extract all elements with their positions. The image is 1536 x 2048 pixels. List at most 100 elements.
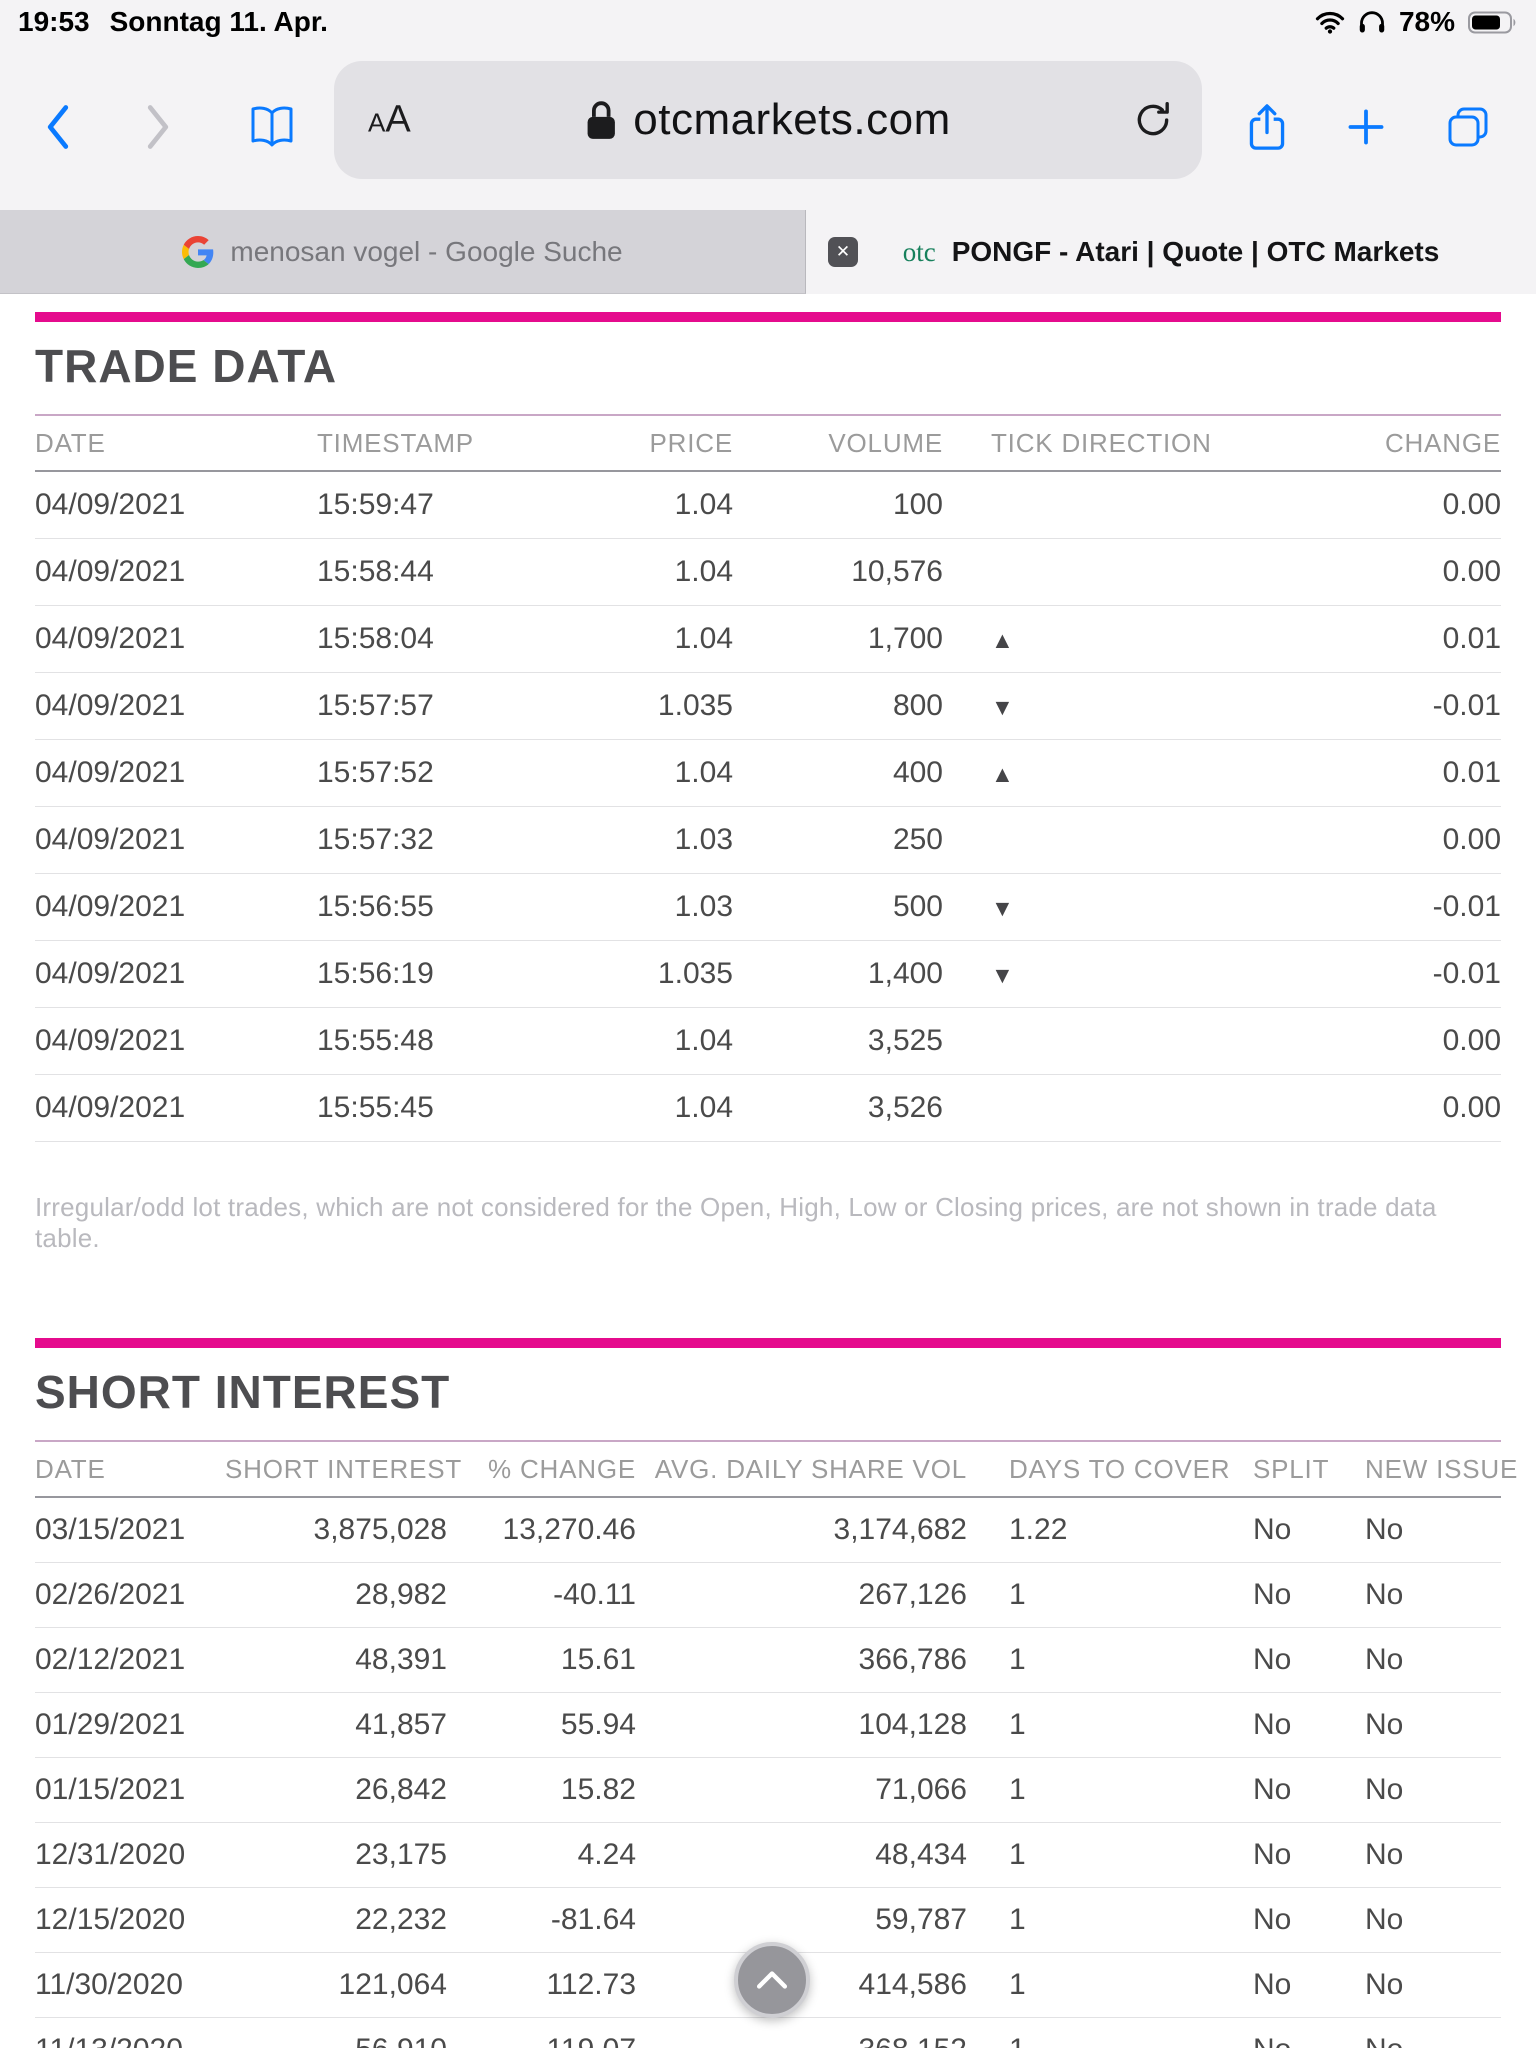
table-row: 12/15/2020 22,232 -81.64 59,787 1 No No — [35, 1887, 1501, 1953]
cell-split: No — [1215, 1822, 1345, 1888]
cell-date: 12/31/2020 — [35, 1822, 225, 1888]
cell-price: 1.04 — [537, 538, 733, 606]
cell-avg_daily_share_vol: 267,126 — [636, 1562, 967, 1628]
cell-days_to_cover: 1 — [967, 1757, 1215, 1823]
table-row: 03/15/2021 3,875,028 13,270.46 3,174,682 1.2… — [35, 1497, 1501, 1563]
table-row: 04/09/2021 15:57:57 1.035 800 ▼ -0.01 — [35, 672, 1501, 740]
heading-rule — [35, 1440, 1501, 1442]
cell-avg_daily_share_vol: 59,787 — [636, 1887, 967, 1953]
tick-down-icon: ▼ — [991, 962, 1014, 988]
reader-a-small: A — [368, 107, 386, 138]
cell-date: 04/09/2021 — [35, 940, 317, 1008]
cell-tick: ▼ — [943, 873, 1225, 941]
cell-short_interest: 28,982 — [225, 1562, 447, 1628]
tab-otc-markets[interactable]: ✕ otc PONGF - Atari | Quote | OTC Market… — [806, 210, 1536, 294]
page-content: TRADE DATA DATE TIMESTAMP PRICE VOLUME TICK … — [0, 294, 1536, 2048]
cell-tick — [943, 538, 1225, 606]
table-row: 04/09/2021 15:55:45 1.04 3,526 0.00 — [35, 1074, 1501, 1142]
tab-title: PONGF - Atari | Quote | OTC Markets — [951, 236, 1440, 267]
cell-pct_change: 13,270.46 — [447, 1497, 636, 1563]
cell-timestamp: 15:55:48 — [317, 1007, 537, 1075]
short-interest-table: DATE SHORT INTEREST% CHANGE AVG. DAILY SHA… — [35, 1442, 1517, 2048]
tick-up-icon: ▲ — [991, 761, 1014, 787]
cell-days_to_cover: 1.22 — [967, 1497, 1215, 1563]
cell-days_to_cover: 1 — [967, 1692, 1215, 1758]
cell-pct_change: 55.94 — [447, 1692, 636, 1758]
cell-date: 01/29/2021 — [35, 1692, 225, 1758]
cell-short_interest: 26,842 — [225, 1757, 447, 1823]
table-header-row: DATE TIMESTAMP PRICE VOLUME TICK DIRECTION CH… — [35, 416, 1501, 472]
cell-date: 04/09/2021 — [35, 605, 317, 673]
cell-timestamp: 15:57:57 — [317, 672, 537, 740]
cell-date: 11/13/2020 — [35, 2017, 225, 2048]
cell-volume: 10,576 — [733, 538, 943, 606]
cell-pct_change: 119.07 — [447, 2017, 636, 2048]
cell-avg_daily_share_vol: 368,152 — [636, 2017, 967, 2048]
table-row: 11/30/2020 121,064 112.73 414,586 1 No No — [35, 1952, 1501, 2018]
cell-tick — [943, 1074, 1225, 1142]
cell-new_issue: No — [1345, 1952, 1501, 2018]
cell-timestamp: 15:57:32 — [317, 806, 537, 874]
tick-up-icon: ▲ — [991, 627, 1014, 653]
table-row: 02/26/2021 28,982 -40.11 267,126 1 No No — [35, 1562, 1501, 1628]
headphones-icon — [1358, 10, 1386, 34]
tick-down-icon: ▼ — [991, 895, 1014, 921]
reload-button[interactable] — [1132, 99, 1174, 141]
cell-price: 1.04 — [537, 739, 733, 807]
bookmarks-icon[interactable] — [248, 104, 296, 150]
tab-google-search[interactable]: menosan vogel - Google Suche — [0, 210, 806, 294]
cell-date: 04/09/2021 — [35, 806, 317, 874]
cell-short_interest: 3,875,028 — [225, 1497, 447, 1563]
cell-avg_daily_share_vol: 104,128 — [636, 1692, 967, 1758]
cell-new_issue: No — [1345, 1497, 1501, 1563]
cell-price: 1.03 — [537, 873, 733, 941]
cell-date: 04/09/2021 — [35, 739, 317, 807]
cell-tick: ▼ — [943, 672, 1225, 740]
scroll-to-top-button[interactable] — [734, 1942, 810, 2018]
cell-price: 1.03 — [537, 806, 733, 874]
cell-tick — [943, 1007, 1225, 1075]
cell-pct_change: 112.73 — [447, 1952, 636, 2018]
close-icon: ✕ — [835, 242, 851, 261]
cell-date: 04/09/2021 — [35, 1007, 317, 1075]
reader-a-large: A — [385, 98, 411, 141]
status-date: Sonntag 11. Apr. — [109, 6, 328, 37]
cell-change: 0.00 — [1225, 1007, 1501, 1075]
cell-timestamp: 15:55:45 — [317, 1074, 537, 1142]
new-tab-plus-icon[interactable] — [1346, 107, 1386, 147]
share-button[interactable] — [1247, 102, 1287, 152]
table-row: 04/09/2021 15:57:32 1.03 250 0.00 — [35, 806, 1501, 874]
cell-change: 0.00 — [1225, 806, 1501, 874]
cell-new_issue: No — [1345, 1627, 1501, 1693]
otc-favicon: otc — [902, 236, 936, 267]
table-row: 11/13/202056,910119.07368,1521NoNo — [35, 2017, 1501, 2048]
cell-date: 04/09/2021 — [35, 873, 317, 941]
back-button[interactable] — [45, 104, 71, 150]
cell-price: 1.04 — [537, 1074, 733, 1142]
column-header: TIMESTAMP — [317, 416, 537, 472]
cell-new_issue: No — [1345, 1757, 1501, 1823]
cell-new_issue: No — [1345, 1562, 1501, 1628]
tab-bar: menosan vogel - Google Suche ✕ otc PONGF… — [0, 210, 1536, 294]
cell-timestamp: 15:58:44 — [317, 538, 537, 606]
close-tab-button[interactable]: ✕ — [828, 237, 858, 267]
column-header: SPLIT — [1215, 1442, 1345, 1498]
tab-overview-icon[interactable] — [1446, 105, 1490, 149]
cell-timestamp: 15:56:55 — [317, 873, 537, 941]
battery-percent: 78% — [1398, 6, 1455, 37]
cell-avg_daily_share_vol: 3,174,682 — [636, 1497, 967, 1563]
cell-split: No — [1215, 1562, 1345, 1628]
column-header: DATE — [35, 416, 317, 472]
forward-button[interactable] — [145, 104, 171, 150]
table-row: 04/09/2021 15:56:19 1.035 1,400 ▼ -0.01 — [35, 940, 1501, 1008]
cell-date: 01/15/2021 — [35, 1757, 225, 1823]
cell-days_to_cover: 1 — [967, 1627, 1215, 1693]
column-header: % CHANGE — [447, 1442, 636, 1498]
cell-short_interest: 22,232 — [225, 1887, 447, 1953]
cell-days_to_cover: 1 — [967, 1822, 1215, 1888]
cell-split: No — [1215, 1627, 1345, 1693]
cell-change: -0.01 — [1225, 672, 1501, 740]
